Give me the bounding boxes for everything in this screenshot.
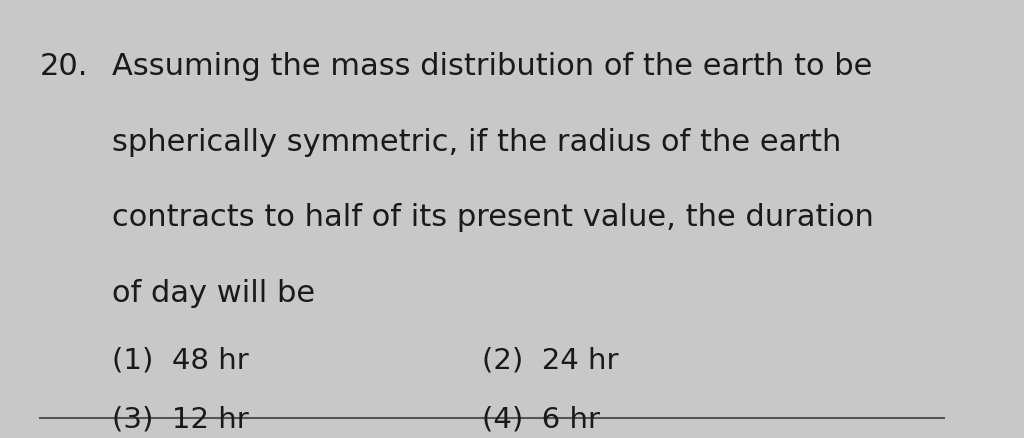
Text: spherically symmetric, if the radius of the earth: spherically symmetric, if the radius of … bbox=[112, 127, 842, 157]
Text: of day will be: of day will be bbox=[112, 279, 315, 308]
Text: Assuming the mass distribution of the earth to be: Assuming the mass distribution of the ea… bbox=[112, 52, 872, 81]
Text: (1)  48 hr: (1) 48 hr bbox=[112, 346, 249, 374]
Text: (4)  6 hr: (4) 6 hr bbox=[482, 405, 600, 433]
Text: (2)  24 hr: (2) 24 hr bbox=[482, 346, 618, 374]
Text: (3)  12 hr: (3) 12 hr bbox=[112, 405, 249, 433]
Text: contracts to half of its present value, the duration: contracts to half of its present value, … bbox=[112, 203, 873, 232]
Text: 20.: 20. bbox=[40, 52, 88, 81]
